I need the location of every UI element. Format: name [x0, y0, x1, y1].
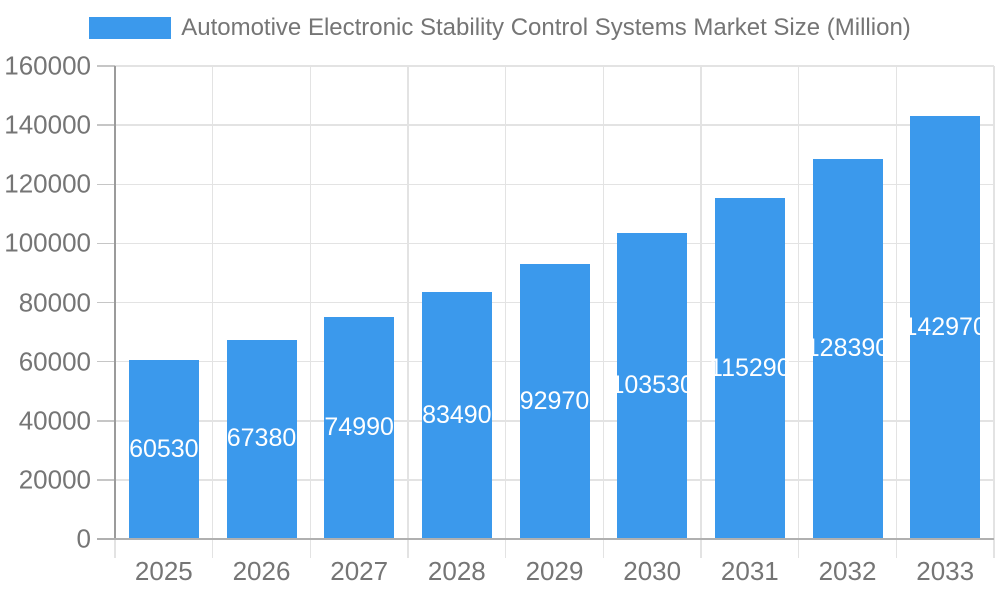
vertical-gridline	[309, 66, 312, 558]
x-axis-label: 2027	[330, 556, 389, 586]
bar[interactable]: 128390	[806, 159, 889, 538]
vertical-gridline	[700, 66, 702, 558]
y-axis-tick	[97, 301, 115, 304]
bar-value-label: 142970	[903, 312, 987, 341]
legend[interactable]: Automotive Electronic Stability Control …	[0, 14, 1000, 42]
x-axis-label: 2029	[525, 556, 584, 586]
bar[interactable]: 60530	[128, 360, 199, 538]
horizontal-gridline	[115, 65, 994, 67]
bar-value-label: 92970	[519, 386, 590, 415]
y-axis-tick	[97, 124, 115, 126]
y-axis-label: 20000	[18, 464, 91, 495]
y-axis-label: 80000	[18, 287, 91, 317]
vertical-gridline	[895, 66, 898, 558]
bar-value-label: 74990	[324, 413, 394, 442]
x-axis-label: 2031	[720, 556, 779, 586]
bar[interactable]: 142970	[903, 116, 987, 538]
y-axis-label: 0	[76, 523, 91, 554]
x-axis-label: 2028	[427, 556, 486, 586]
bar[interactable]: 67380	[226, 339, 297, 538]
x-axis-label: 2033	[916, 556, 975, 586]
x-axis-label: 2025	[134, 556, 193, 586]
legend-swatch-icon	[89, 17, 172, 39]
bar-value-label: 67380	[226, 424, 297, 453]
y-axis-tick	[97, 420, 115, 422]
y-axis-line	[114, 66, 116, 539]
y-axis-label: 100000	[4, 227, 91, 258]
bar-value-label: 103530	[610, 370, 694, 399]
horizontal-gridline	[115, 183, 994, 185]
vertical-gridline	[797, 66, 800, 558]
y-axis-tick	[97, 242, 115, 245]
vertical-gridline	[993, 66, 995, 558]
bar-value-label: 83490	[422, 400, 492, 429]
vertical-gridline	[211, 66, 214, 558]
y-axis-tick	[97, 65, 115, 67]
bar[interactable]: 115290	[709, 198, 791, 538]
horizontal-gridline	[115, 124, 994, 126]
bar-value-label: 128390	[805, 334, 890, 363]
x-axis-label: 2026	[232, 556, 291, 586]
bar[interactable]: 74990	[324, 317, 395, 538]
x-axis-line	[97, 538, 994, 540]
bar-value-label: 115290	[709, 353, 791, 382]
y-axis-tick	[97, 479, 115, 481]
x-axis-label: 2030	[623, 556, 682, 586]
y-axis-label: 160000	[4, 50, 91, 81]
x-axis-label: 2032	[818, 556, 877, 586]
vertical-gridline	[407, 66, 409, 558]
bar[interactable]: 83490	[421, 292, 492, 538]
y-axis-label: 120000	[4, 168, 91, 199]
vertical-gridline	[504, 66, 507, 558]
y-axis-tick	[97, 183, 115, 185]
bar[interactable]: 103530	[610, 232, 694, 538]
y-axis-label: 140000	[4, 109, 91, 140]
bar-value-label: 60530	[129, 434, 199, 463]
vertical-gridline	[602, 66, 605, 558]
legend-label: Automotive Electronic Stability Control …	[181, 14, 911, 41]
bar[interactable]: 92970	[519, 264, 590, 538]
y-axis-label: 40000	[18, 405, 91, 436]
y-axis-tick	[97, 360, 115, 363]
horizontal-gridline	[115, 242, 994, 245]
y-axis-label: 60000	[18, 346, 91, 377]
